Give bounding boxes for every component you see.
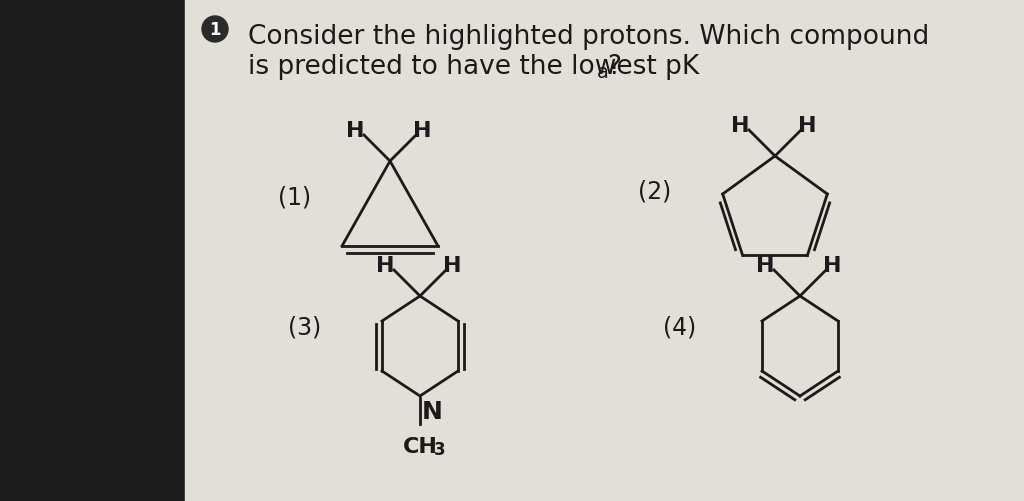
Text: is predicted to have the lowest pK: is predicted to have the lowest pK (248, 54, 699, 80)
Text: H: H (442, 256, 461, 276)
Text: H: H (346, 121, 365, 141)
Text: N: N (422, 399, 442, 423)
Text: Consider the highlighted protons. Which compound: Consider the highlighted protons. Which … (248, 24, 929, 50)
Bar (0, 0, 185, 501)
Text: H: H (822, 256, 842, 276)
Text: 1: 1 (209, 21, 221, 39)
Text: H: H (376, 256, 394, 276)
Text: CH: CH (402, 436, 437, 456)
Text: H: H (731, 116, 750, 136)
Text: 3: 3 (434, 440, 445, 458)
Text: (2): (2) (638, 180, 672, 203)
Bar (185, 0, 1024, 501)
Circle shape (202, 17, 228, 43)
Text: (4): (4) (664, 314, 696, 338)
Text: H: H (413, 121, 431, 141)
Text: H: H (798, 116, 816, 136)
Text: ?: ? (607, 54, 621, 80)
Text: (3): (3) (289, 314, 322, 338)
Text: H: H (756, 256, 774, 276)
Text: a: a (597, 63, 609, 81)
Text: (1): (1) (279, 185, 311, 208)
